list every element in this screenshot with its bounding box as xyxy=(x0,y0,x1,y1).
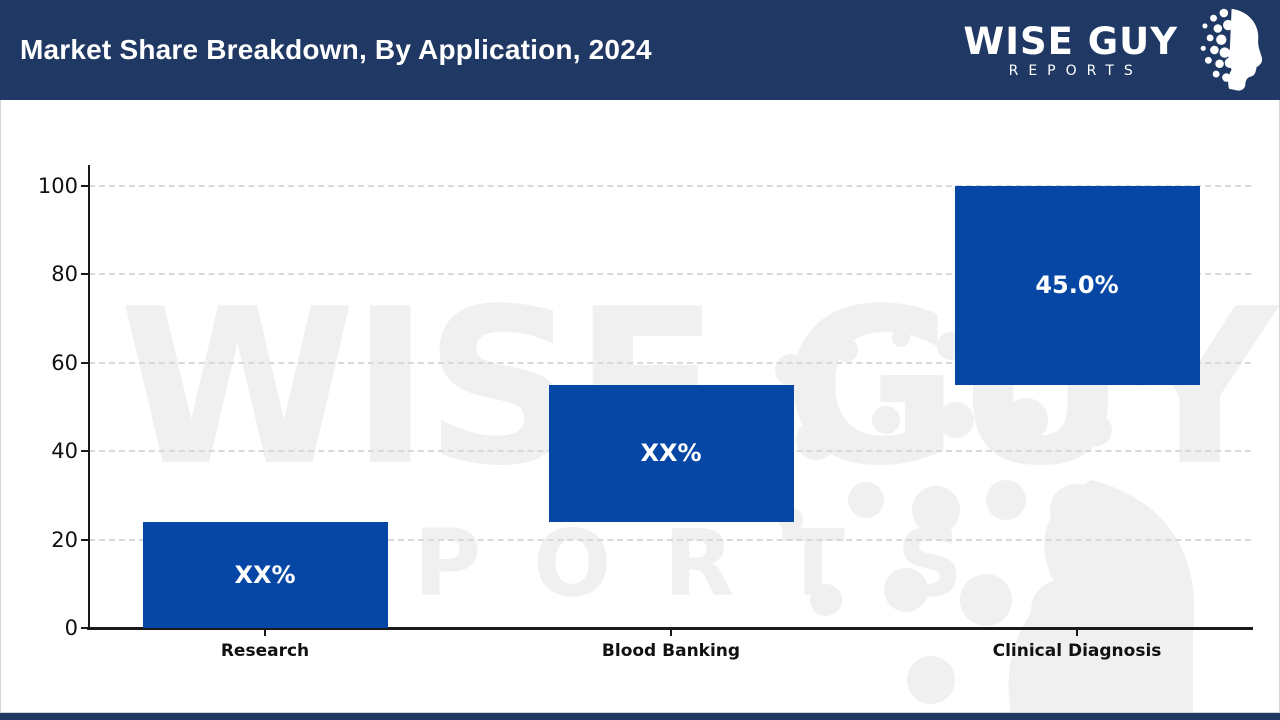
y-axis-line xyxy=(88,165,90,628)
header-bar: Market Share Breakdown, By Application, … xyxy=(0,0,1280,100)
y-tick-label-40: 40 xyxy=(51,439,78,464)
gridline-100 xyxy=(89,185,1251,187)
x-category-label-2: Blood Banking xyxy=(601,641,741,661)
gridline-80 xyxy=(89,273,1251,276)
brand-face-icon xyxy=(1200,8,1263,91)
x-tick-1 xyxy=(264,628,266,636)
bar-blood-banking: XX% xyxy=(548,384,794,522)
y-tick-label-0: 0 xyxy=(64,616,78,640)
bar-clinical-diagnosis: 45.0% xyxy=(954,186,1200,385)
brand-wordmark: WISE GUY REPORTS xyxy=(963,23,1178,78)
page-title: Market Share Breakdown, By Application, … xyxy=(20,34,652,65)
y-tick-40 xyxy=(81,450,89,453)
y-tick-100 xyxy=(81,185,89,187)
footer-bar xyxy=(0,713,1280,720)
y-tick-label-80: 80 xyxy=(51,262,78,287)
brand-logo: WISE GUY REPORTS xyxy=(963,5,1280,95)
x-tick-2 xyxy=(670,628,672,636)
x-category-label-3: Clinical Diagnosis xyxy=(992,641,1162,661)
y-tick-20 xyxy=(81,538,89,541)
gridline-60 xyxy=(89,361,1251,364)
brand-name-text: WISE GUY xyxy=(963,19,1178,63)
brand-subtext: REPORTS xyxy=(1008,62,1143,79)
gridline-20 xyxy=(89,538,1251,541)
bar-research: XX% xyxy=(142,521,388,628)
bar-value-label: 45.0% xyxy=(1035,271,1119,300)
y-tick-label-20: 20 xyxy=(51,527,78,552)
bar-value-label: XX% xyxy=(640,439,702,468)
y-tick-label-100: 100 xyxy=(37,174,78,198)
bar-value-label: XX% xyxy=(234,560,296,589)
y-tick-60 xyxy=(81,361,89,364)
x-category-label-1: Research xyxy=(220,641,310,661)
y-tick-0 xyxy=(81,627,89,629)
chart-area: WISE GUY REPORTS 0 20 40 60 80 100 XX% XX% 45.0%… xyxy=(0,100,1280,713)
y-tick-80 xyxy=(81,273,89,276)
y-tick-label-60: 60 xyxy=(51,350,78,375)
x-tick-3 xyxy=(1076,628,1078,636)
